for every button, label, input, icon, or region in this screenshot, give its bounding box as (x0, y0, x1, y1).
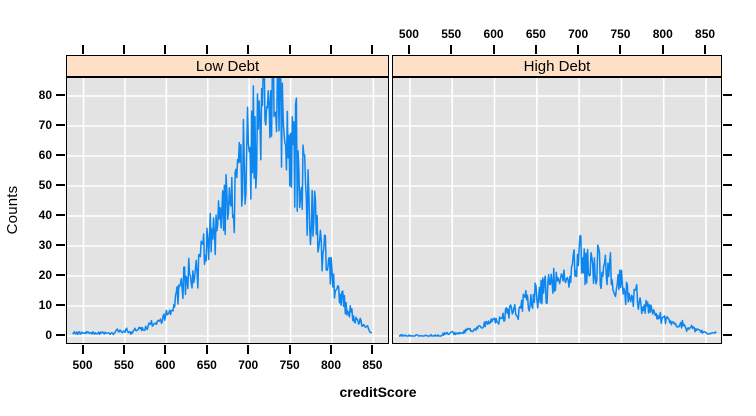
x-tick-label-top: 700 (568, 27, 589, 41)
x-tick-mark-top (450, 45, 453, 54)
y-tick-label: 0 (45, 328, 52, 342)
y-tick-mark (56, 304, 65, 306)
x-tick-mark-top (619, 45, 622, 54)
x-tick-mark-bottom (288, 345, 291, 354)
x-tick-label-bottom: 800 (321, 358, 342, 372)
x-tick-label-bottom: 850 (362, 358, 383, 372)
y-tick-label: 70 (38, 118, 52, 132)
x-tick-mark-top-unlabeled (371, 45, 374, 54)
y-tick-mark-right (723, 94, 732, 96)
x-tick-label-top: 500 (398, 27, 419, 41)
x-tick-mark-top-unlabeled (205, 45, 208, 54)
x-tick-mark-bottom (371, 345, 374, 354)
panel-strip-low-debt-label: Low Debt (195, 57, 260, 75)
y-tick-mark-right (723, 124, 732, 126)
x-tick-mark-bottom (205, 345, 208, 354)
x-tick-label-top: 850 (695, 27, 716, 41)
x-tick-label-bottom: 500 (72, 358, 93, 372)
y-tick-label: 60 (38, 148, 52, 162)
y-tick-mark (56, 214, 65, 216)
y-tick-mark-right (723, 184, 732, 186)
panel-strip-high-debt-label: High Debt (523, 57, 591, 75)
panel-strip-high-debt: High Debt (392, 55, 722, 77)
y-tick-mark-right (723, 154, 732, 156)
y-tick-label: 20 (38, 268, 52, 282)
y-tick-label: 40 (38, 208, 52, 222)
y-tick-mark (56, 94, 65, 96)
data-line (72, 78, 373, 336)
y-tick-label: 10 (38, 298, 52, 312)
panel-strip-low-debt: Low Debt (66, 55, 389, 77)
x-tick-label-bottom: 550 (113, 358, 134, 372)
data-line (398, 235, 717, 337)
x-tick-mark-top-unlabeled (330, 45, 333, 54)
x-tick-label-bottom: 750 (279, 358, 300, 372)
y-tick-label: 80 (38, 88, 52, 102)
x-tick-label-top: 750 (610, 27, 631, 41)
x-tick-mark-top-unlabeled (122, 45, 125, 54)
x-tick-mark-top-unlabeled (247, 45, 250, 54)
y-tick-mark-right (723, 304, 732, 306)
x-tick-mark-bottom (164, 345, 167, 354)
y-tick-mark-right (723, 244, 732, 246)
y-tick-mark (56, 334, 65, 336)
x-tick-mark-top-unlabeled (288, 45, 291, 54)
x-tick-mark-top (577, 45, 580, 54)
panel-high-debt (392, 77, 722, 344)
x-tick-mark-top-unlabeled (81, 45, 84, 54)
y-tick-mark (56, 244, 65, 246)
x-tick-mark-top (492, 45, 495, 54)
y-tick-mark-right (723, 334, 732, 336)
x-tick-label-bottom: 650 (196, 358, 217, 372)
y-tick-mark-right (723, 214, 732, 216)
x-tick-mark-top (534, 45, 537, 54)
y-tick-label: 50 (38, 178, 52, 192)
x-tick-label-bottom: 600 (155, 358, 176, 372)
x-tick-label-top: 650 (525, 27, 546, 41)
series-high-debt (393, 78, 721, 343)
x-tick-mark-bottom (330, 345, 333, 354)
y-tick-mark (56, 274, 65, 276)
panel-low-debt (66, 77, 389, 344)
x-tick-mark-top (407, 45, 410, 54)
y-tick-mark (56, 184, 65, 186)
x-tick-mark-top (661, 45, 664, 54)
x-tick-mark-bottom (81, 345, 84, 354)
x-tick-mark-top-unlabeled (164, 45, 167, 54)
series-low-debt (67, 78, 388, 343)
x-tick-mark-bottom (247, 345, 250, 354)
x-tick-mark-bottom (122, 345, 125, 354)
x-tick-label-top: 600 (483, 27, 504, 41)
y-tick-mark (56, 124, 65, 126)
y-tick-mark-right (723, 274, 732, 276)
y-tick-mark (56, 154, 65, 156)
x-tick-label-top: 550 (441, 27, 462, 41)
y-tick-label: 30 (38, 238, 52, 252)
x-tick-label-top: 800 (652, 27, 673, 41)
x-tick-mark-top (704, 45, 707, 54)
x-axis-title: creditScore (339, 384, 417, 400)
x-tick-label-bottom: 700 (238, 358, 259, 372)
